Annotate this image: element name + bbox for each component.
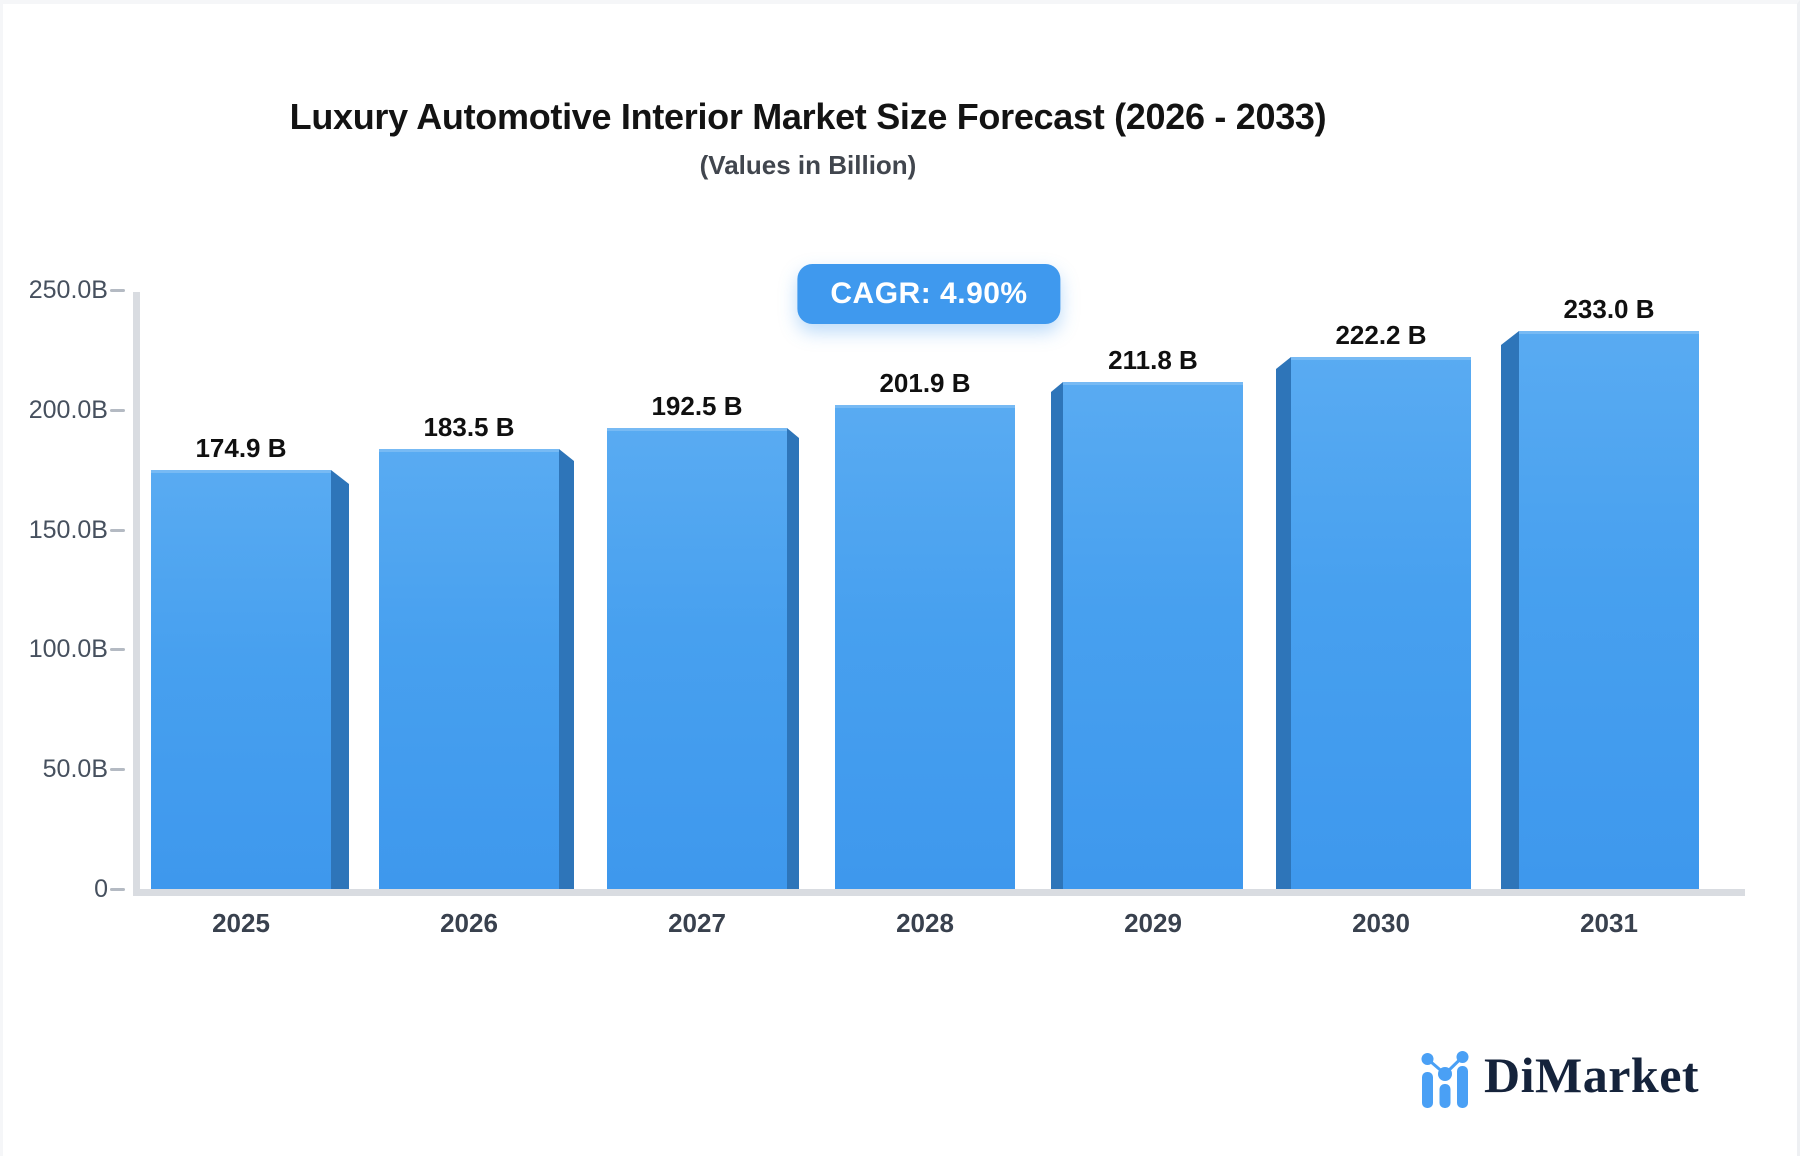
brand-wordmark: DiMarket [1484,1047,1700,1103]
y-axis-tick-label: 0 [94,875,108,903]
bar-2029 [1063,382,1243,889]
x-axis-tick-label: 2030 [1352,908,1410,938]
x-axis-tick-label: 2027 [668,908,726,938]
bar-side-shadow [787,428,799,889]
x-axis-tick-label: 2025 [212,908,270,938]
bar-value-label: 192.5 B [651,391,743,421]
bar-side-shadow [331,470,349,889]
bar-2027 [607,428,787,889]
dimarket-logo-icon [1421,1051,1469,1108]
y-axis-tick-label: 150.0B [28,515,108,544]
bar-side-shadow [559,449,574,889]
bar-value-label: 183.5 B [423,412,515,442]
bar-2026 [379,449,559,889]
cagr-badge: CAGR: 4.90% [797,264,1061,324]
y-axis-tick-label: 250.0B [28,276,108,304]
bar-side-shadow [1501,331,1519,889]
y-axis-tick-mark [110,408,125,412]
y-axis-tick-mark [110,528,125,532]
y-axis-tick-mark [110,289,125,292]
y-axis-tick-mark [110,648,125,652]
bar-side-shadow [1276,357,1291,889]
chart-subtitle: (Values in Billion) [699,150,917,180]
bar-2030 [1291,357,1471,889]
bar-value-label: 222.2 B [1335,320,1427,350]
bar-value-label: 211.8 B [1108,345,1198,375]
y-axis-tick-mark [110,768,125,772]
y-axis-tick-label: 200.0B [28,395,108,424]
x-axis-tick-label: 2028 [896,908,954,938]
brand-logo: DiMarket [1420,1046,1699,1108]
bar-2025 [151,470,331,889]
x-axis-tick-label: 2026 [440,908,498,938]
bar-2031 [1519,331,1699,889]
x-axis-tick-label: 2029 [1124,908,1182,938]
bar-value-label: 201.9 B [879,368,971,398]
x-axis-line [133,889,1745,896]
bar-side-shadow [1051,382,1063,889]
bar-2028 [835,405,1015,889]
y-axis-line [133,292,140,896]
x-axis-tick-label: 2031 [1580,908,1638,938]
chart-title: Luxury Automotive Interior Market Size F… [289,96,1327,137]
bar-value-label: 174.9 B [195,433,287,463]
y-axis-tick-label: 100.0B [28,635,108,664]
y-axis-tick-label: 50.0B [42,755,108,784]
bar-value-label: 233.0 B [1563,294,1655,324]
y-axis-tick-mark [110,888,125,891]
